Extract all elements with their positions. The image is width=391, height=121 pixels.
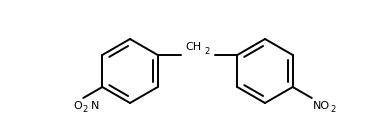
Text: NO: NO bbox=[313, 101, 330, 111]
Text: 2: 2 bbox=[82, 105, 88, 113]
Text: CH: CH bbox=[185, 42, 202, 53]
Text: O: O bbox=[74, 101, 82, 111]
Text: N: N bbox=[91, 101, 99, 111]
Text: 2: 2 bbox=[331, 105, 336, 113]
Text: 2: 2 bbox=[205, 47, 210, 56]
